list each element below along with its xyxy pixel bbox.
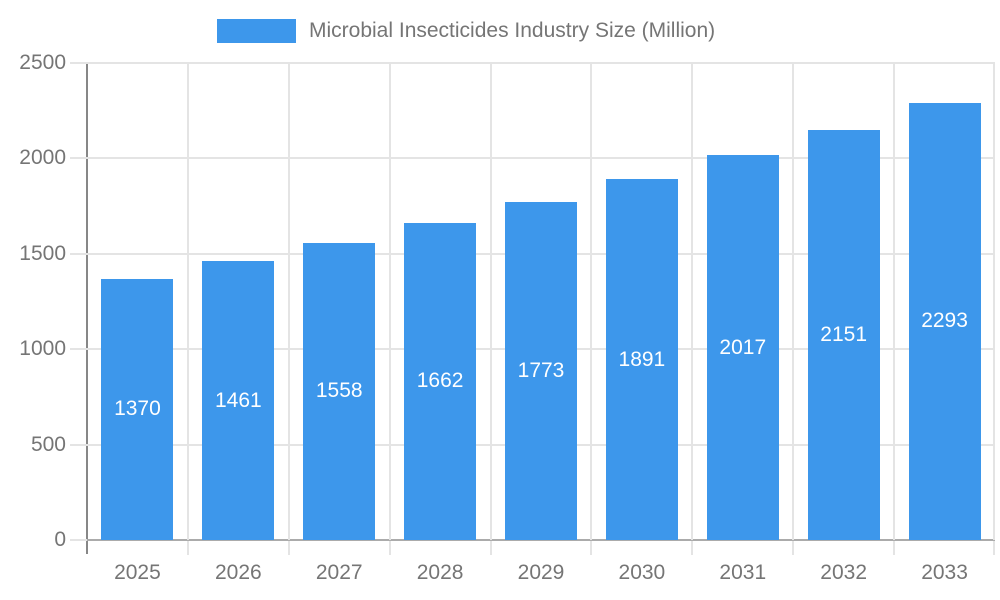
y-axis-label: 1000 bbox=[19, 337, 66, 361]
y-axis-tick bbox=[70, 443, 87, 446]
bar-value-label: 2293 bbox=[921, 309, 968, 333]
bar-2030[interactable]: 1891 bbox=[605, 179, 678, 540]
bar-2029[interactable]: 1773 bbox=[505, 201, 577, 540]
x-axis-tick bbox=[590, 541, 593, 555]
y-axis-label: 1500 bbox=[19, 241, 66, 265]
x-axis-tick bbox=[993, 541, 995, 555]
legend-swatch-icon bbox=[217, 19, 296, 43]
bar-value-label: 1558 bbox=[315, 379, 363, 403]
v-gridline bbox=[287, 63, 290, 540]
bar-value-label: 1891 bbox=[618, 347, 666, 371]
x-axis-label: 2030 bbox=[618, 561, 666, 584]
bar-value-label: 1773 bbox=[517, 358, 565, 382]
y-axis-label: 2000 bbox=[19, 146, 66, 170]
x-axis-label: 2031 bbox=[719, 561, 767, 584]
v-gridline bbox=[489, 63, 492, 540]
bar-value-label: 2151 bbox=[820, 322, 868, 346]
v-gridline bbox=[388, 63, 391, 540]
x-axis-label: 2028 bbox=[416, 561, 464, 584]
x-axis-label: 2027 bbox=[315, 561, 363, 584]
h-gridline bbox=[87, 157, 995, 160]
x-axis-tick bbox=[186, 541, 189, 555]
plot-area: 1370 1461 1558 1662 1773 1891 2017 2151 2293 bbox=[87, 62, 995, 540]
bar-2028[interactable]: 1662 bbox=[404, 222, 477, 540]
v-gridline bbox=[792, 63, 795, 540]
bar-value-label: 1662 bbox=[416, 369, 464, 393]
x-axis-label: 2032 bbox=[820, 561, 868, 584]
bar-2027[interactable]: 1558 bbox=[303, 242, 376, 540]
x-axis-tick bbox=[893, 541, 896, 555]
bar-2026[interactable]: 1461 bbox=[202, 261, 275, 540]
bar-value-label: 1461 bbox=[214, 388, 262, 412]
legend-label: Microbial Insecticides Industry Size (Mi… bbox=[309, 19, 716, 42]
y-axis-tick bbox=[70, 539, 87, 541]
bar-2031[interactable]: 2017 bbox=[706, 155, 779, 540]
x-axis-tick bbox=[792, 541, 795, 555]
legend[interactable]: Microbial Insecticides Industry Size (Mi… bbox=[217, 18, 715, 44]
y-axis-tick bbox=[70, 62, 87, 64]
y-axis-tick bbox=[70, 157, 87, 160]
x-axis-label: 2033 bbox=[921, 561, 968, 584]
x-axis-line bbox=[87, 539, 995, 541]
v-gridline bbox=[186, 63, 189, 540]
y-axis-line bbox=[86, 63, 88, 554]
y-axis-label: 2500 bbox=[19, 51, 66, 74]
bar-value-label: 1370 bbox=[114, 397, 161, 421]
bar-2032[interactable]: 2151 bbox=[807, 129, 880, 540]
bar-2033[interactable]: 2293 bbox=[908, 102, 981, 540]
x-axis-label: 2025 bbox=[114, 561, 161, 584]
y-axis-label: 500 bbox=[30, 432, 66, 456]
x-axis-label: 2026 bbox=[214, 561, 262, 584]
v-gridline bbox=[993, 63, 995, 540]
y-axis-tick bbox=[70, 252, 87, 255]
y-axis-tick bbox=[70, 348, 87, 351]
h-gridline bbox=[87, 62, 995, 64]
x-axis-tick bbox=[388, 541, 391, 555]
x-axis-tick bbox=[691, 541, 694, 555]
v-gridline bbox=[590, 63, 593, 540]
bar-2025[interactable]: 1370 bbox=[101, 278, 174, 540]
x-axis-tick bbox=[489, 541, 492, 555]
y-axis-label: 0 bbox=[54, 528, 66, 551]
v-gridline bbox=[893, 63, 896, 540]
x-axis-tick bbox=[287, 541, 290, 555]
x-axis-label: 2029 bbox=[517, 561, 565, 584]
v-gridline bbox=[691, 63, 694, 540]
bar-value-label: 2017 bbox=[719, 335, 767, 359]
